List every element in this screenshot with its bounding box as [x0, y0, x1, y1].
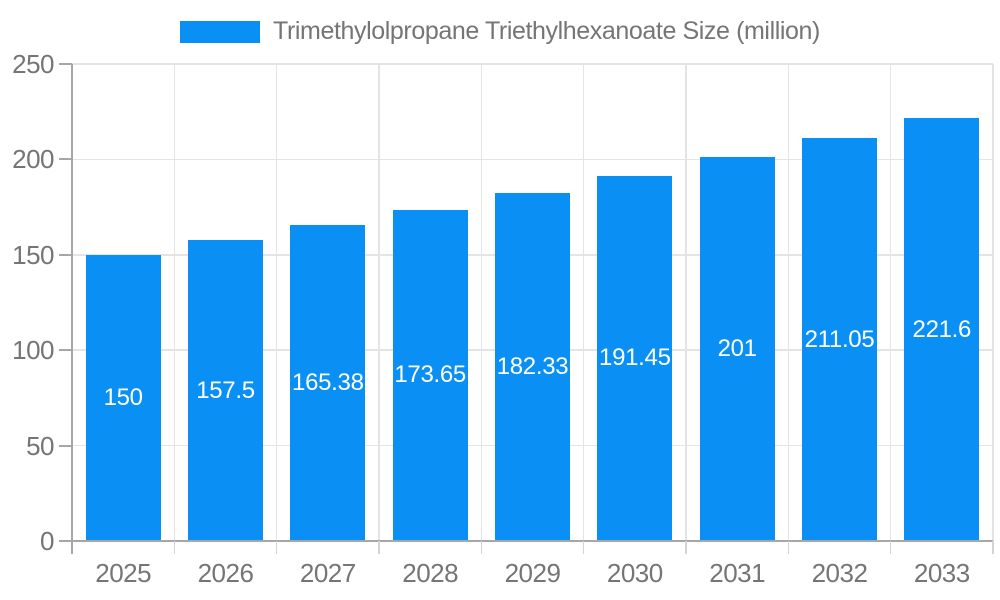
bar[interactable]	[495, 193, 570, 541]
v-gridline	[685, 64, 687, 541]
v-gridline	[275, 64, 278, 541]
bar[interactable]	[699, 157, 775, 541]
x-axis-label: 2028	[402, 558, 459, 588]
bar[interactable]	[904, 118, 980, 541]
x-tick-mark	[480, 541, 483, 554]
y-tick-mark	[59, 63, 72, 65]
y-tick-mark	[59, 540, 72, 542]
bar-value-label: 173.65	[394, 361, 466, 389]
y-axis-label: 150	[12, 239, 54, 270]
v-gridline	[480, 64, 483, 541]
bar-value-label: 182.33	[496, 353, 569, 381]
y-tick-mark	[59, 158, 72, 161]
x-axis-line	[59, 540, 993, 542]
bar[interactable]	[85, 254, 161, 541]
y-axis-label: 250	[12, 49, 54, 79]
y-tick-mark	[59, 253, 72, 256]
bar-value-label: 221.6	[912, 315, 972, 343]
x-axis-label: 2027	[299, 558, 356, 588]
legend[interactable]: Trimethylolpropane Triethylhexanoate Siz…	[0, 17, 1000, 46]
bar[interactable]	[597, 175, 673, 541]
x-tick-mark	[685, 541, 687, 554]
x-axis-label: 2026	[197, 558, 254, 588]
x-tick-mark	[889, 541, 892, 554]
bar-value-label: 211.05	[804, 325, 875, 353]
v-gridline	[582, 64, 585, 541]
y-axis-label: 200	[12, 144, 54, 175]
h-gridline	[72, 158, 993, 161]
y-tick-mark	[59, 444, 72, 447]
h-gridline	[72, 63, 993, 65]
v-gridline	[889, 64, 892, 541]
x-axis-label: 2025	[95, 558, 152, 588]
x-tick-mark	[378, 541, 380, 554]
x-axis-label: 2033	[913, 558, 970, 588]
bar-value-label: 201	[717, 335, 757, 363]
bar[interactable]	[188, 240, 263, 541]
v-gridline	[173, 64, 176, 541]
legend-swatch[interactable]	[180, 20, 260, 43]
y-axis-label: 50	[26, 430, 54, 461]
v-gridline	[378, 64, 380, 541]
x-axis-label: 2030	[606, 558, 663, 588]
x-tick-mark	[992, 541, 994, 554]
x-tick-mark	[173, 541, 176, 554]
bar-value-label: 150	[103, 383, 143, 411]
y-tick-mark	[59, 349, 72, 352]
x-tick-mark	[582, 541, 585, 554]
bar[interactable]	[392, 209, 468, 541]
bar[interactable]	[290, 225, 366, 541]
legend-label[interactable]: Trimethylolpropane Triethylhexanoate Siz…	[273, 17, 820, 45]
v-gridline	[787, 64, 790, 541]
bar-value-label: 157.5	[196, 376, 255, 404]
y-axis-label: 100	[12, 335, 54, 366]
v-gridline	[992, 64, 994, 541]
x-axis-label: 2031	[709, 558, 766, 588]
x-tick-mark	[787, 541, 790, 554]
bar-value-label: 191.45	[599, 344, 671, 372]
x-axis-label: 2032	[811, 558, 868, 588]
bar-value-label: 165.38	[292, 369, 364, 397]
y-axis-label: 0	[40, 526, 54, 556]
y-axis-line	[71, 64, 73, 554]
x-tick-mark	[275, 541, 278, 554]
bar[interactable]	[802, 138, 877, 541]
x-axis-label: 2029	[504, 558, 561, 588]
